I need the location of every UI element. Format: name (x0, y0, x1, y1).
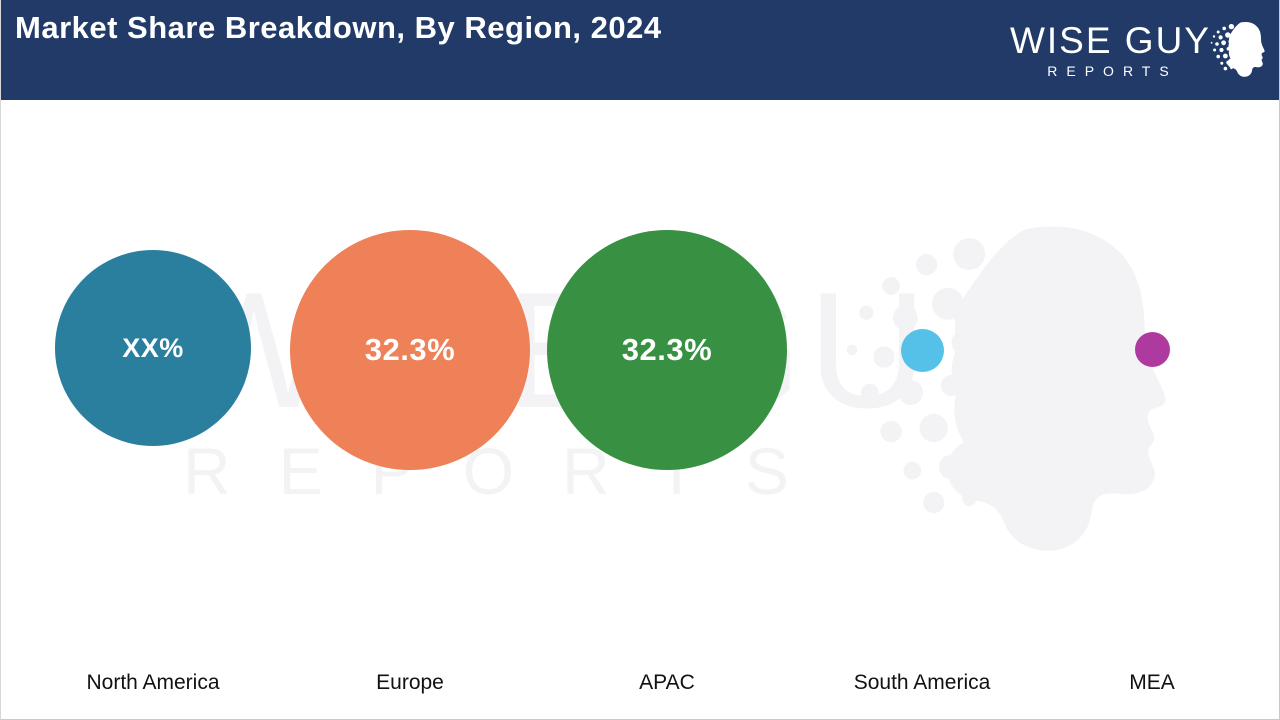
bubble-mea (1134, 331, 1170, 367)
bubble-value-north-america: XX% (122, 332, 184, 363)
brand-logo: WISE GUY REPORTS (1010, 4, 1265, 96)
bubble-europe: 32.3% (290, 230, 530, 470)
category-label-mea: MEA (1129, 671, 1175, 694)
header-bar: Market Share Breakdown, By Region, 2024 … (1, 0, 1279, 100)
category-label-north-america: North America (86, 671, 220, 694)
category-label-south-america: South America (853, 671, 991, 694)
bubble-south-america (900, 328, 944, 372)
bubble-value-apac: 32.3% (621, 332, 713, 367)
category-label-apac: APAC (639, 671, 695, 694)
bubble-apac: 32.3% (547, 230, 787, 470)
bubble-north-america: XX% (55, 250, 251, 446)
page-title: Market Share Breakdown, By Region, 2024 (15, 10, 662, 45)
category-label-europe: Europe (376, 671, 444, 694)
brand-logo-text: WISE GUY REPORTS (1009, 19, 1211, 79)
bubble-value-europe: 32.3% (364, 332, 456, 367)
brand-name: WISE GUY (1009, 19, 1211, 61)
brand-subname: REPORTS (1047, 62, 1178, 79)
